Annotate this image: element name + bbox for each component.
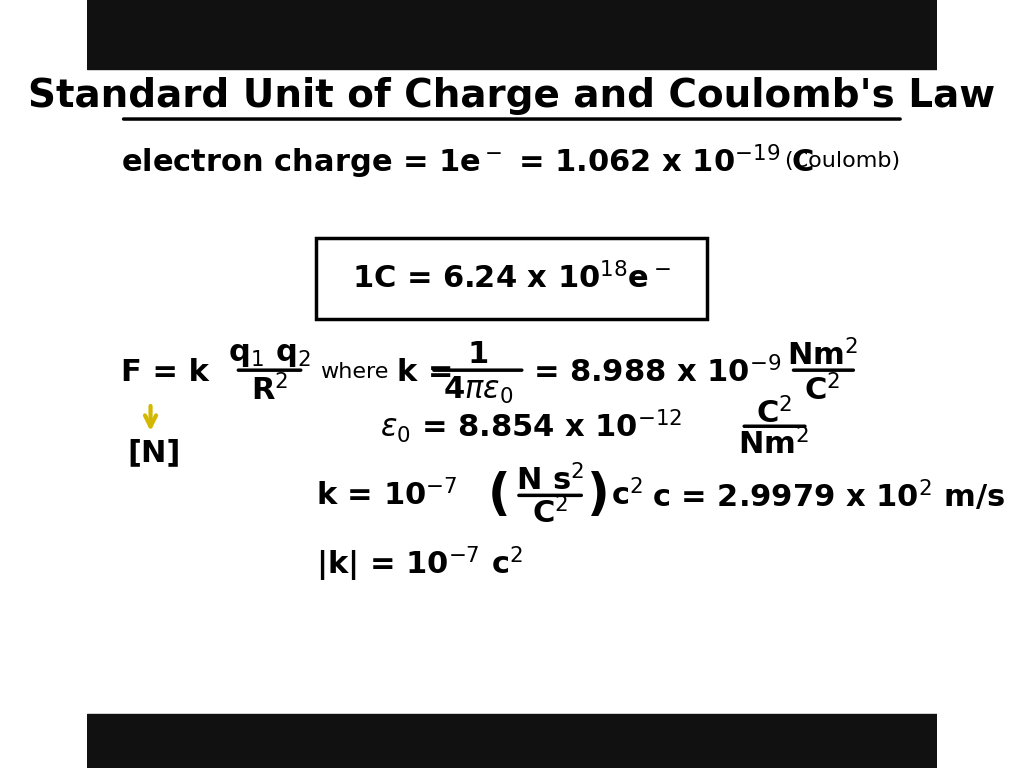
Text: ): ) bbox=[587, 472, 610, 519]
Bar bbox=[87, 714, 937, 768]
Text: 1C = 6.24 x 10$^{18}$e$^-$: 1C = 6.24 x 10$^{18}$e$^-$ bbox=[352, 262, 671, 294]
Text: = 8.988 x 10$^{-9}$: = 8.988 x 10$^{-9}$ bbox=[534, 356, 781, 389]
Text: C$^2$: C$^2$ bbox=[532, 497, 568, 529]
Text: 1: 1 bbox=[467, 340, 488, 369]
Text: Nm$^2$: Nm$^2$ bbox=[786, 339, 858, 371]
Text: |k| = 10$^{-7}$ c$^2$: |k| = 10$^{-7}$ c$^2$ bbox=[316, 545, 523, 584]
Text: c$^2$: c$^2$ bbox=[611, 479, 643, 511]
Text: (: ( bbox=[487, 472, 510, 519]
Text: c = 2.9979 x 10$^2$ m/s: c = 2.9979 x 10$^2$ m/s bbox=[652, 478, 1005, 513]
Text: k =: k = bbox=[397, 358, 454, 387]
Text: F = k: F = k bbox=[121, 358, 209, 387]
Text: electron charge = 1e$^-$ = 1.062 x 10$^{-19}$ C: electron charge = 1e$^-$ = 1.062 x 10$^{… bbox=[121, 142, 813, 180]
Bar bbox=[87, 0, 937, 69]
Text: R$^2$: R$^2$ bbox=[251, 374, 288, 406]
Text: $\varepsilon_0$ = 8.854 x 10$^{-12}$: $\varepsilon_0$ = 8.854 x 10$^{-12}$ bbox=[380, 408, 682, 445]
Text: [N]: [N] bbox=[128, 439, 181, 468]
FancyBboxPatch shape bbox=[316, 238, 708, 319]
Text: C$^2$: C$^2$ bbox=[756, 397, 792, 429]
Text: Standard Unit of Charge and Coulomb's Law: Standard Unit of Charge and Coulomb's La… bbox=[29, 77, 995, 115]
Text: (Coulomb): (Coulomb) bbox=[784, 151, 900, 171]
Text: N s$^2$: N s$^2$ bbox=[516, 464, 584, 496]
Text: where: where bbox=[321, 362, 389, 382]
Text: 4$\pi\varepsilon_0$: 4$\pi\varepsilon_0$ bbox=[442, 375, 513, 406]
Text: q$_1$ q$_2$: q$_1$ q$_2$ bbox=[228, 340, 311, 369]
Text: Nm$^2$: Nm$^2$ bbox=[738, 428, 809, 460]
Text: C$^2$: C$^2$ bbox=[804, 374, 841, 406]
Text: k = 10$^{-7}$: k = 10$^{-7}$ bbox=[316, 479, 458, 511]
